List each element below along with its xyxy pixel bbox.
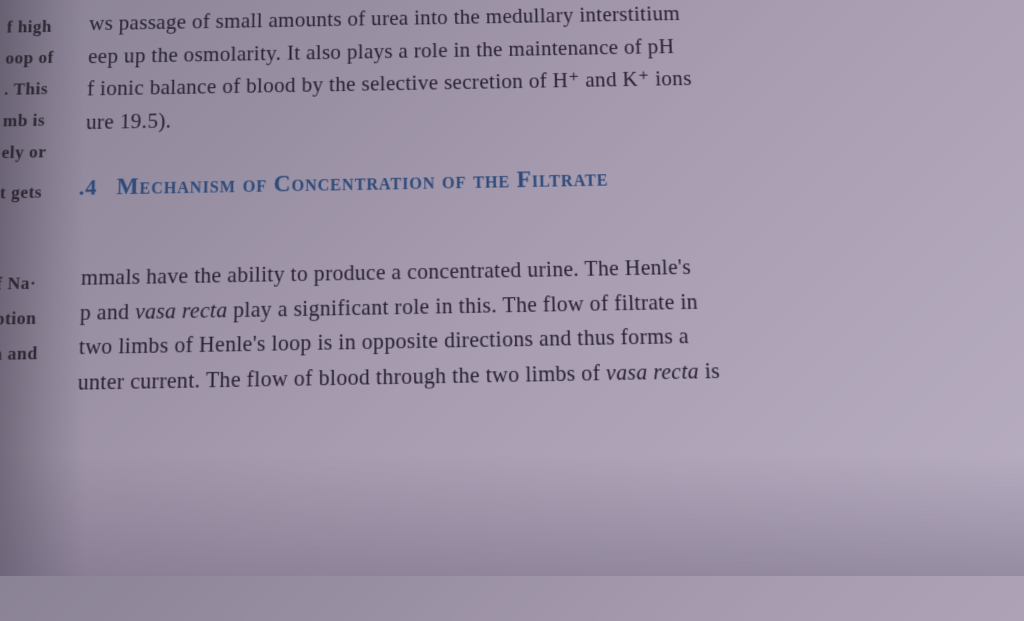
- italic-term: vasa recta: [135, 297, 228, 324]
- margin-fragment: mb is: [2, 106, 45, 134]
- text-fragment: unter current. The flow of blood through…: [77, 359, 606, 394]
- text-fragment: is: [698, 357, 720, 383]
- section-title: Mechanism of Concentration of the Filtra…: [116, 165, 609, 200]
- section-heading: .4 Mechanism of Concentration of the Fil…: [78, 165, 608, 201]
- margin-fragment: . This: [4, 75, 49, 103]
- margin-fragment: ely or: [1, 138, 47, 167]
- paragraph-concentration-mechanism: mmals have the ability to produce a conc…: [77, 244, 1022, 400]
- margin-fragment: ption: [0, 304, 37, 334]
- text-fragment: p and: [80, 298, 136, 325]
- italic-term: vasa recta: [606, 358, 700, 386]
- margin-fragment: f high: [6, 13, 52, 41]
- margin-fragment: oop of: [5, 44, 54, 72]
- text-fragment: play a significant role in this. The flo…: [227, 288, 698, 322]
- paragraph-urea-osmolarity: ws passage of small amounts of urea into…: [86, 0, 1004, 138]
- section-number: .4: [78, 174, 97, 200]
- margin-fragment: f Na·: [0, 269, 37, 298]
- textbook-page: f high oop of . This mb is ely or t gets…: [0, 0, 1024, 621]
- margin-fragment: a and: [0, 339, 38, 369]
- margin-fragment: t gets: [0, 178, 43, 207]
